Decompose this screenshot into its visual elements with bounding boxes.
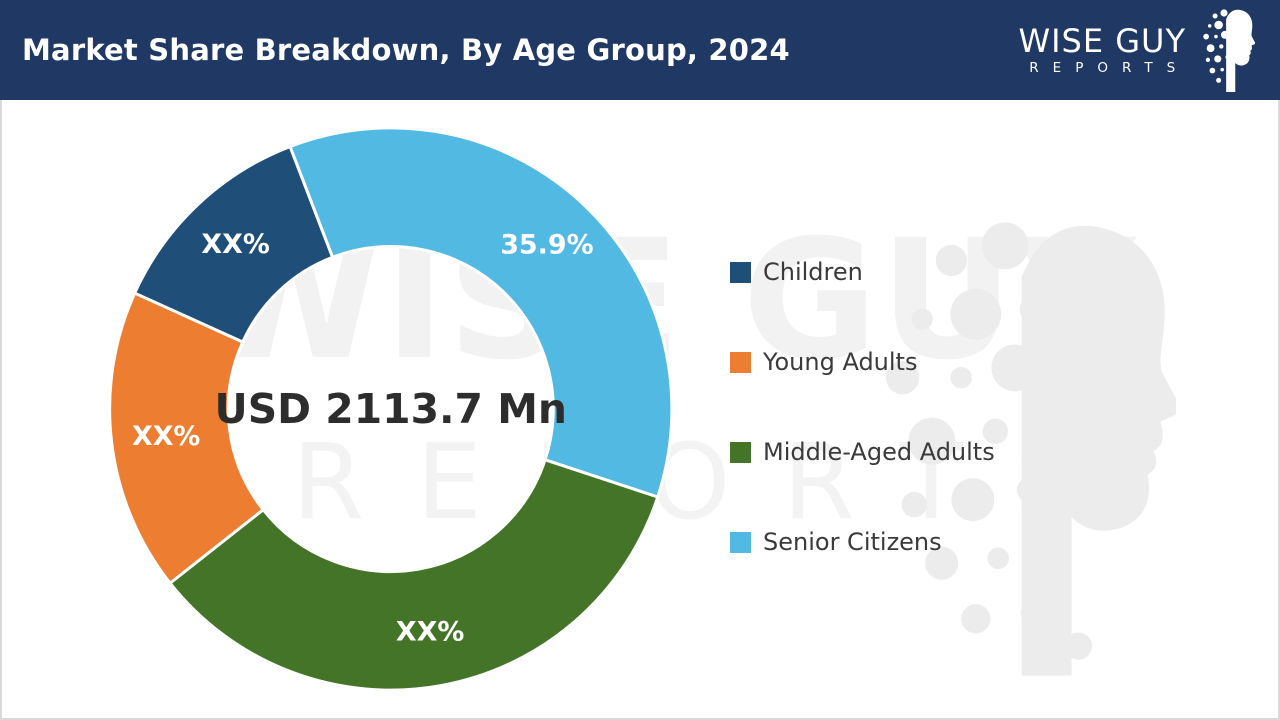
legend-label: Middle-Aged Adults (763, 438, 995, 466)
donut-chart: 35.9% XX% XX% XX% USD 2113.7 Mn (108, 126, 674, 692)
legend-item-children: Children (730, 227, 995, 317)
legend-label: Children (763, 258, 863, 286)
legend-swatch-young-adults (730, 351, 751, 373)
legend-swatch-middle-aged-adults (730, 441, 751, 463)
page-title: Market Share Breakdown, By Age Group, 20… (22, 33, 790, 67)
brand-logo: WISE GUY REPORTS (1018, 8, 1258, 92)
donut-segment-young-adults (108, 291, 265, 585)
donut-segment-middle-aged-adults (168, 458, 660, 692)
header-bar: Market Share Breakdown, By Age Group, 20… (0, 0, 1280, 100)
legend-label: Young Adults (763, 348, 918, 376)
donut-segment-senior-citizens (288, 126, 674, 499)
legend-swatch-children (730, 261, 751, 283)
legend-item-middle-aged-adults: Middle-Aged Adults (730, 407, 995, 497)
donut-segment-children (133, 145, 335, 344)
segment-value-label: XX% (396, 616, 464, 647)
chart-area: WISE GUY REPORTS 35.9% XX% XX% XX% USD 2113.… (0, 100, 1280, 720)
chart-center-value: USD 2113.7 Mn (215, 385, 567, 433)
legend-swatch-senior-citizens (730, 531, 751, 553)
legend-item-senior-citizens: Senior Citizens (730, 497, 995, 587)
segment-value-label: XX% (132, 421, 200, 452)
legend-label: Senior Citizens (763, 528, 942, 556)
dotted-head-profile-icon (1203, 9, 1256, 92)
legend-item-young-adults: Young Adults (730, 317, 995, 407)
logo-text: WISE GUY REPORTS (1018, 25, 1186, 76)
logo-wordmark: WISE GUY (1018, 21, 1186, 60)
segment-value-label: XX% (201, 229, 269, 260)
segment-value-label: 35.9% (500, 230, 593, 261)
logo-subtitle: REPORTS (1029, 59, 1190, 76)
watermark-dotted-head-profile-icon (885, 222, 1176, 676)
chart-legend: Children Young Adults Middle-Aged Adults… (730, 227, 995, 587)
